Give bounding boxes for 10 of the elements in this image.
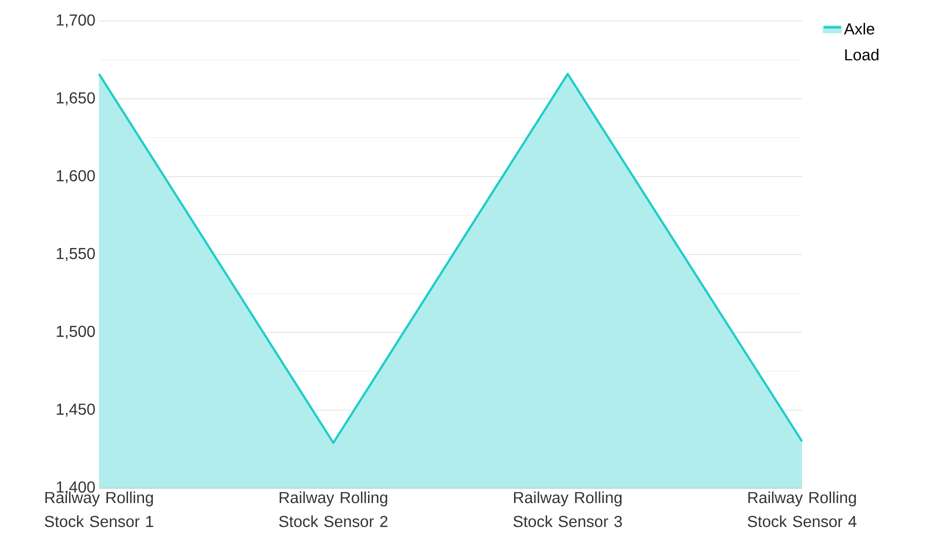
y-tick-label: 1,700 <box>56 14 95 28</box>
x-tick-label: Railway Rolling Stock Sensor 4 <box>748 492 856 528</box>
x-tick-label: Railway Rolling Stock Sensor 2 <box>279 492 388 528</box>
legend-label: Axle Load <box>844 22 878 60</box>
y-tick-label: 1,450 <box>56 404 95 417</box>
y-tick-label: 1,650 <box>56 92 95 106</box>
y-tick-label: 1,550 <box>56 248 95 262</box>
y-tick-label: 1,600 <box>56 170 95 184</box>
y-tick-label: 1,500 <box>56 326 95 339</box>
x-tick-label: Railway Rolling Stock Sensor 3 <box>513 492 622 528</box>
